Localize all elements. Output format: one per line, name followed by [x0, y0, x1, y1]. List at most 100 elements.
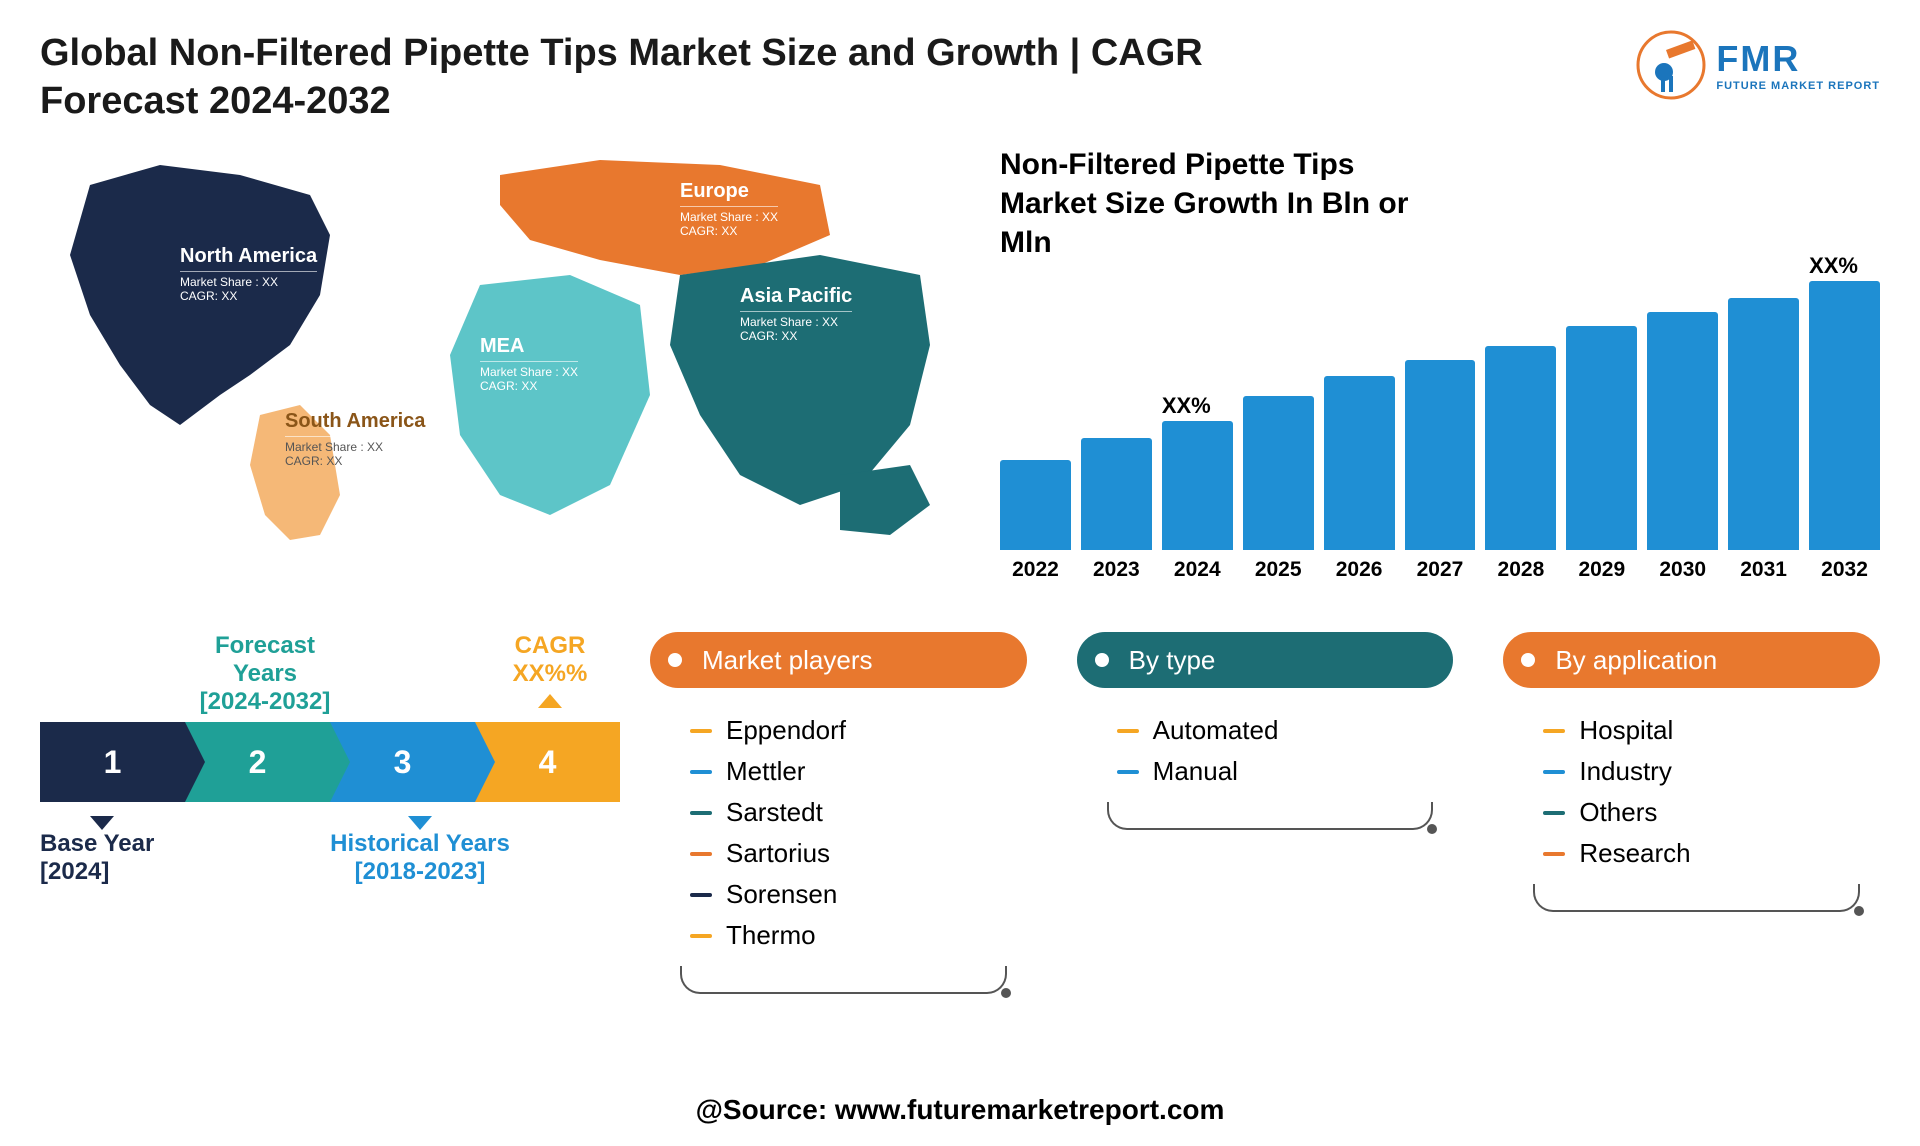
bar-year: 2032 — [1821, 558, 1868, 582]
cagr-value: XX%% — [490, 660, 610, 688]
timeline-segment: 1 — [40, 722, 185, 802]
pill-item-label: Sarstedt — [726, 797, 823, 828]
tick-icon — [690, 729, 712, 733]
forecast-range: [2024-2032] — [180, 688, 350, 716]
pill-item: Eppendorf — [690, 710, 1007, 751]
pill-title: Market players — [702, 645, 873, 676]
pill-dot-icon — [668, 653, 682, 667]
region-mea-name: MEA — [480, 335, 578, 362]
tick-icon — [690, 852, 712, 856]
bar-col: 2027 — [1405, 360, 1476, 582]
pill-item: Manual — [1117, 751, 1434, 792]
pill-head: By application — [1503, 632, 1880, 688]
bar-year: 2030 — [1659, 558, 1706, 582]
region-eu-share: Market Share : XX — [680, 210, 778, 224]
pill-item-label: Sorensen — [726, 879, 837, 910]
hist-label: Historical Years [2018-2023] — [310, 810, 530, 886]
tick-icon — [1117, 729, 1139, 733]
pill-dot-icon — [1095, 653, 1109, 667]
bar-pct-last: XX% — [1809, 253, 1858, 279]
pill-item-label: Research — [1579, 838, 1690, 869]
pill-item-label: Eppendorf — [726, 715, 846, 746]
region-sa-name: South America — [285, 410, 425, 437]
bar-year: 2027 — [1417, 558, 1464, 582]
pill-item-label: Others — [1579, 797, 1657, 828]
base-label: Base Year [2024] — [40, 810, 180, 886]
forecast-label: Forecast Years [2024-2032] — [180, 632, 350, 736]
bar-col: 2029 — [1566, 326, 1637, 582]
bar: XX% — [1809, 281, 1880, 550]
page-title: Global Non-Filtered Pipette Tips Market … — [40, 30, 1320, 125]
region-sa-cagr: CAGR: XX — [285, 454, 425, 468]
bar-year: 2024 — [1174, 558, 1221, 582]
bar-year: 2029 — [1578, 558, 1625, 582]
pill-item-label: Manual — [1153, 756, 1238, 787]
bar-col: XX%2024 — [1162, 421, 1233, 582]
tick-icon — [1543, 811, 1565, 815]
bar — [1243, 396, 1314, 550]
bar — [1324, 376, 1395, 550]
hist-range: [2018-2023] — [310, 858, 530, 886]
fmr-logo: FMR FUTURE MARKET REPORT — [1636, 30, 1880, 100]
chart-title: Non-Filtered Pipette Tips Market Size Gr… — [1000, 145, 1420, 262]
region-mea-cagr: CAGR: XX — [480, 379, 578, 393]
bar — [1647, 312, 1718, 550]
region-na-share: Market Share : XX — [180, 275, 317, 289]
pill-head: Market players — [650, 632, 1027, 688]
tick-icon — [690, 811, 712, 815]
pill-block: Market players Eppendorf Mettler Sarstedt Sa… — [650, 632, 1027, 994]
bracket-icon — [1533, 884, 1860, 912]
pill-item: Automated — [1117, 710, 1434, 751]
bar-col: XX% 2032 — [1809, 281, 1880, 582]
bar-col: 2028 — [1485, 346, 1556, 582]
tick-icon — [1117, 770, 1139, 774]
telescope-icon — [1636, 30, 1706, 100]
base-text: Base Year — [40, 830, 180, 858]
pill-head: By type — [1077, 632, 1454, 688]
bar-col: 2023 — [1081, 438, 1152, 582]
bar — [1405, 360, 1476, 550]
region-na-cagr: CAGR: XX — [180, 289, 317, 303]
timeline-segment: 3 — [330, 722, 475, 802]
cagr-label: CAGR XX%% — [490, 632, 610, 708]
bar-col: 2025 — [1243, 396, 1314, 582]
bar-col: 2030 — [1647, 312, 1718, 582]
logo-text-sub: FUTURE MARKET REPORT — [1716, 80, 1880, 92]
pill-item: Hospital — [1543, 710, 1860, 751]
pill-item-label: Industry — [1579, 756, 1672, 787]
timeline-segment: 4 — [475, 722, 620, 802]
tick-icon — [690, 770, 712, 774]
pill-item-label: Sartorius — [726, 838, 830, 869]
region-ap-share: Market Share : XX — [740, 315, 852, 329]
bar-col: 2026 — [1324, 376, 1395, 582]
region-sa-share: Market Share : XX — [285, 440, 425, 454]
region-eu-cagr: CAGR: XX — [680, 224, 778, 238]
bar — [1485, 346, 1556, 550]
region-na-name: North America — [180, 245, 317, 272]
pill-item-label: Mettler — [726, 756, 805, 787]
pill-item: Sartorius — [690, 833, 1007, 874]
pill-item: Sorensen — [690, 874, 1007, 915]
tick-icon — [1543, 852, 1565, 856]
logo-text-main: FMR — [1716, 38, 1880, 80]
bar-col: 2031 — [1728, 298, 1799, 582]
timeline: Forecast Years [2024-2032] CAGR XX%% 123… — [40, 632, 620, 994]
pill-item: Sarstedt — [690, 792, 1007, 833]
region-eu-name: Europe — [680, 180, 778, 207]
hist-text: Historical Years — [310, 830, 530, 858]
forecast-text: Forecast Years — [180, 632, 350, 688]
bar-pct-first: XX% — [1162, 393, 1211, 419]
pill-item: Industry — [1543, 751, 1860, 792]
region-ap-name: Asia Pacific — [740, 285, 852, 312]
source-text: @Source: www.futuremarketreport.com — [696, 1094, 1225, 1126]
base-range: [2024] — [40, 858, 180, 886]
pill-item-label: Automated — [1153, 715, 1279, 746]
bar — [1728, 298, 1799, 550]
pill-title: By application — [1555, 645, 1717, 676]
pill-list: Eppendorf Mettler Sarstedt Sartorius Sorense… — [650, 710, 1027, 956]
pill-list: Automated Manual — [1077, 710, 1454, 792]
bar — [1566, 326, 1637, 550]
bar-year: 2031 — [1740, 558, 1787, 582]
bar-year: 2022 — [1012, 558, 1059, 582]
timeline-segment: 2 — [185, 722, 330, 802]
